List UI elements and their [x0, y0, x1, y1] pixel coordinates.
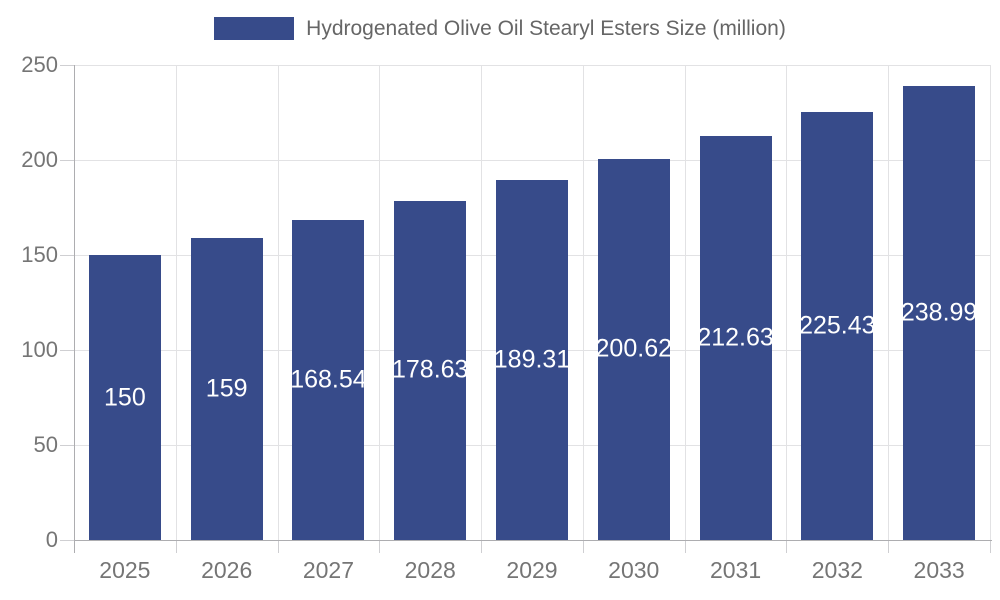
y-axis-tick [60, 65, 74, 66]
bar [190, 237, 263, 540]
bar-value-label: 168.54 [290, 365, 367, 394]
y-tick-label: 200 [21, 147, 58, 172]
bar [903, 85, 976, 540]
bar [394, 200, 467, 540]
bar-value-label: 178.63 [391, 355, 469, 384]
x-tick-label: 2032 [811, 557, 863, 583]
y-gridline [74, 65, 990, 66]
x-tick-label: 2026 [201, 557, 253, 583]
x-axis-line [74, 540, 992, 541]
y-axis-tick [60, 445, 74, 446]
bar [699, 136, 772, 540]
legend-swatch [214, 17, 295, 40]
x-tick-label: 2025 [99, 557, 151, 583]
x-gridline [684, 65, 686, 540]
y-axis-tick [60, 160, 74, 161]
y-tick-label: 250 [21, 52, 58, 77]
bar-value-label: 212.63 [697, 323, 774, 352]
bar [88, 255, 161, 540]
x-tick-label: 2028 [404, 557, 456, 583]
x-gridline [582, 65, 584, 540]
bar [292, 219, 365, 540]
y-tick-label: 100 [21, 337, 58, 362]
x-gridline [990, 65, 991, 540]
x-axis-tick [786, 540, 788, 553]
x-axis-tick [888, 540, 890, 553]
y-axis-line [74, 65, 75, 541]
x-tick-label: 2027 [302, 557, 355, 583]
x-axis-tick [684, 540, 686, 553]
x-gridline [481, 65, 483, 540]
x-axis-tick [990, 540, 991, 553]
bar-value-label: 225.43 [799, 311, 876, 340]
y-axis-tick [60, 255, 74, 256]
legend-label: Hydrogenated Olive Oil Stearyl Esters Si… [306, 17, 786, 40]
x-tick-label: 2033 [913, 557, 965, 583]
bar-value-label: 159 [205, 374, 248, 403]
y-axis-tick [60, 540, 74, 541]
bar-value-label: 238.99 [900, 298, 978, 327]
x-tick-label: 2031 [709, 557, 762, 583]
x-tick-label: 2030 [608, 557, 660, 583]
bar-value-label: 200.62 [595, 334, 672, 363]
y-tick-label: 150 [21, 242, 58, 267]
x-axis-tick [277, 540, 279, 553]
y-tick-label: 0 [45, 527, 58, 552]
x-tick-label: 2029 [506, 557, 558, 583]
bar [597, 158, 670, 540]
x-axis-tick [379, 540, 381, 553]
x-axis-tick [74, 540, 75, 553]
x-axis-tick [175, 540, 177, 553]
x-gridline [175, 65, 177, 540]
x-gridline [786, 65, 788, 540]
x-axis-tick [481, 540, 483, 553]
y-tick-label: 50 [33, 432, 58, 457]
x-gridline [379, 65, 381, 540]
x-axis-tick [582, 540, 584, 553]
bar [801, 111, 874, 540]
x-gridline [277, 65, 279, 540]
y-axis-tick [60, 350, 74, 351]
legend[interactable]: Hydrogenated Olive Oil Stearyl Esters Si… [0, 17, 1000, 40]
bar-value-label: 150 [104, 383, 146, 411]
x-gridline [888, 65, 890, 540]
bar-value-label: 189.31 [493, 345, 571, 374]
bar [496, 180, 568, 540]
